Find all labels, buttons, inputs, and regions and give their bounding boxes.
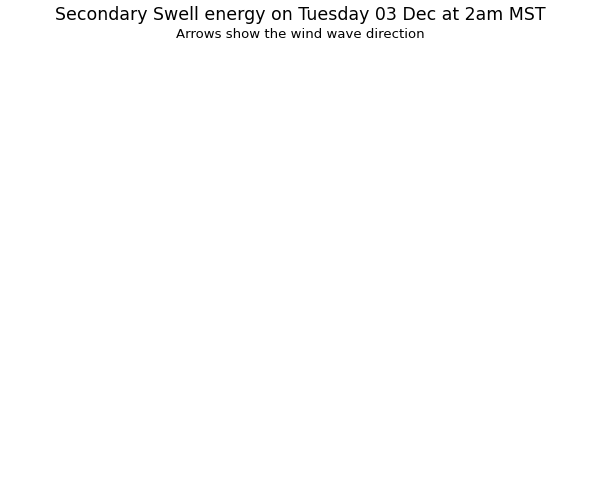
Text: Arrows show the wind wave direction: Arrows show the wind wave direction: [176, 28, 425, 41]
Text: Secondary Swell energy on Tuesday 03 Dec at 2am MST: Secondary Swell energy on Tuesday 03 Dec…: [55, 6, 546, 24]
